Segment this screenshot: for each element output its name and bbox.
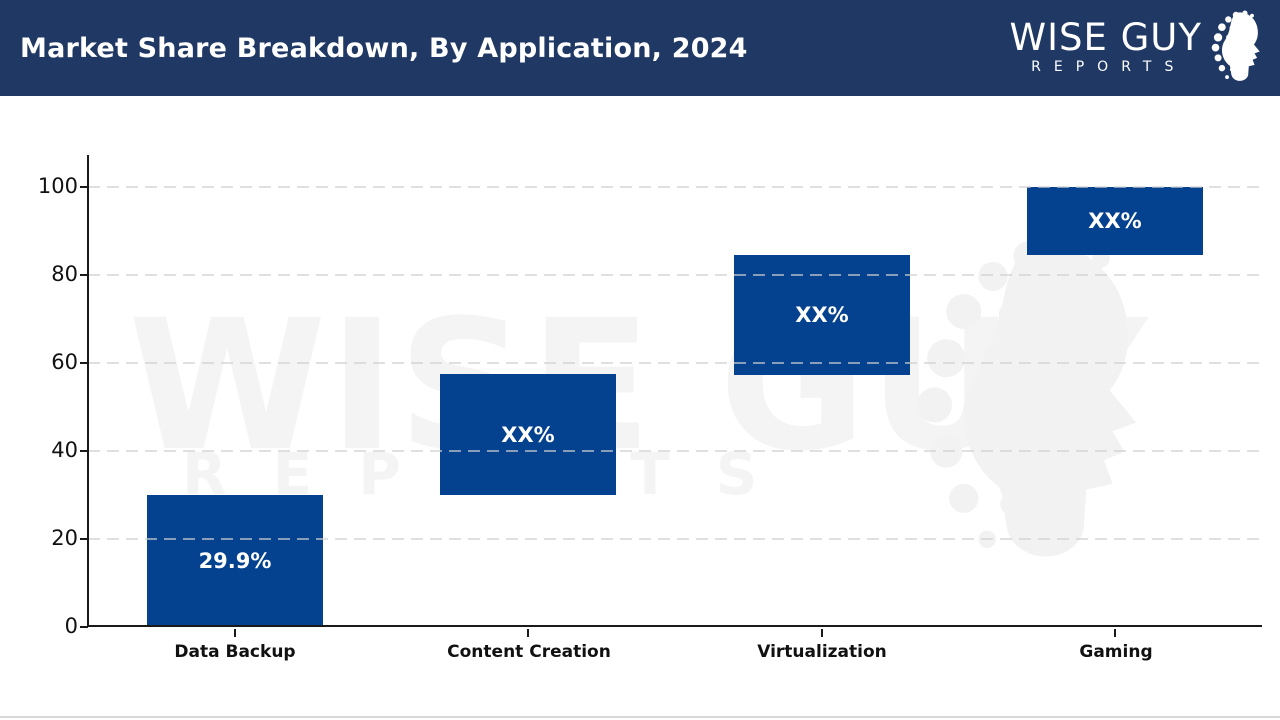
page-title: Market Share Breakdown, By Application, … [20,32,748,64]
x-tick-mark [1114,629,1116,637]
dotted-head-profile-icon [1211,10,1260,81]
watermark-dotted-head-profile-icon [917,235,1137,557]
bar-value-label: XX% [1088,209,1142,233]
gridline-100 [88,186,1262,188]
x-axis [87,625,1262,627]
brand-logo: WISE GUY REPORTS [1010,6,1268,88]
y-tick-mark [80,450,88,452]
waterfall-chart: 0 20 40 60 80 100 29.9% XX% XX% XX% Data Backup C… [0,96,1280,720]
x-tick-mark [821,629,823,637]
y-tick-label: 60 [51,350,78,374]
brand-subname: REPORTS [1031,58,1187,75]
bar-data-backup: 29.9% [147,495,323,627]
y-tick-mark [80,538,88,540]
bar-content-creation: XX% [440,374,616,495]
category-label-content-creation: Content Creation [447,642,611,662]
y-tick-mark [80,362,88,364]
bar-virtualization: XX% [734,255,910,375]
y-tick-label: 100 [37,174,78,198]
bar-value-label: XX% [795,303,849,327]
y-tick-mark [80,626,88,628]
y-tick-label: 80 [51,262,78,286]
x-tick-mark [234,629,236,637]
brand-name: WISE GUY [1009,16,1202,60]
y-axis [87,155,89,627]
y-tick-label: 0 [64,614,78,638]
y-tick-label: 40 [51,438,78,462]
y-tick-mark [80,274,88,276]
category-label-virtualization: Virtualization [757,642,887,662]
gridline-60 [88,362,1262,364]
category-label-gaming: Gaming [1079,642,1153,662]
brand-logo-text: WISE GUY REPORTS [1009,16,1202,75]
bar-value-label: 29.9% [198,549,272,573]
gridline-20 [88,538,1262,540]
category-label-data-backup: Data Backup [174,642,296,662]
y-tick-label: 20 [51,526,78,550]
bar-gaming: XX% [1027,187,1203,255]
gridline-40 [88,450,1262,452]
bar-value-label: XX% [501,422,555,447]
header-bar: Market Share Breakdown, By Application, … [0,0,1280,96]
gridline-80 [88,274,1262,276]
x-tick-mark [527,629,529,637]
y-tick-mark [80,186,88,188]
bottom-border [0,716,1280,718]
